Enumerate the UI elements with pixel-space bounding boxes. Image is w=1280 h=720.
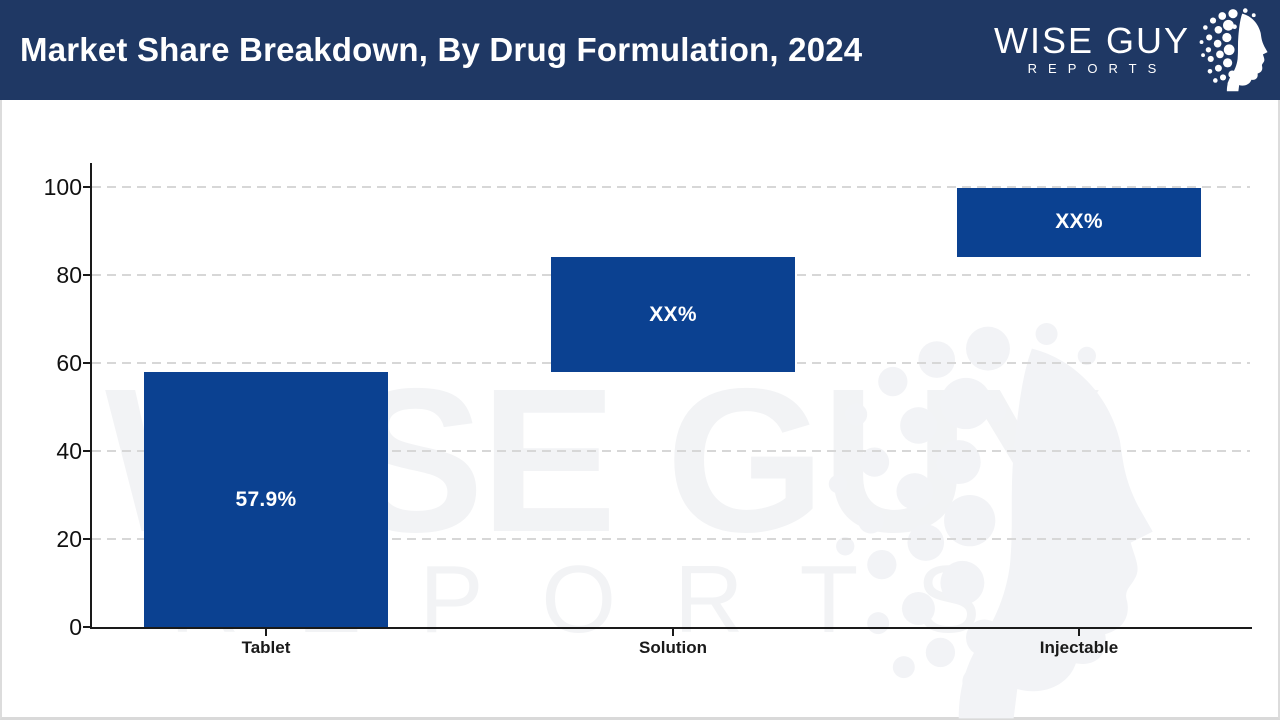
y-tick-mark xyxy=(83,538,91,540)
y-tick-label: 100 xyxy=(43,174,82,200)
x-category-label: Tablet xyxy=(241,638,291,657)
gridline-20 xyxy=(92,538,1250,540)
logo-text: WISE GUY REPORTS xyxy=(993,19,1190,77)
y-tick-mark xyxy=(83,626,91,628)
wise-guy-logo: WISE GUY REPORTS xyxy=(994,6,1272,92)
bar-solution: XX% xyxy=(551,256,795,373)
y-tick-label: 20 xyxy=(56,526,82,552)
y-axis-line xyxy=(90,163,92,629)
plot-area: WISE GUY REPORTS xyxy=(2,100,1278,719)
y-tick-mark xyxy=(83,450,91,452)
y-tick-label: 0 xyxy=(69,614,82,640)
x-category-label: Injectable xyxy=(1039,638,1119,657)
page-title: Market Share Breakdown, By Drug Formulat… xyxy=(20,31,863,68)
x-axis-line xyxy=(90,627,1252,629)
chart-region: WISE GUY REPORTS xyxy=(0,100,1280,720)
bar-value-label: XX% xyxy=(1055,210,1103,234)
logo-subtitle: REPORTS xyxy=(1027,61,1168,77)
gridline-100 xyxy=(92,186,1250,188)
y-tick-label: 40 xyxy=(56,438,82,464)
head-profile-icon xyxy=(1199,8,1268,92)
y-tick-mark xyxy=(83,274,91,276)
y-tick-label: 80 xyxy=(56,262,82,288)
logo-wordmark: WISE GUY xyxy=(993,19,1190,61)
x-tick-mark xyxy=(1078,629,1080,636)
watermark-head-profile-icon xyxy=(828,322,1153,719)
x-category-label: Solution xyxy=(639,638,707,657)
gridline-40 xyxy=(92,450,1250,452)
y-tick-label: 60 xyxy=(56,350,82,376)
bar-injectable: XX% xyxy=(957,187,1201,257)
y-tick-mark xyxy=(83,362,91,364)
header-bar: Market Share Breakdown, By Drug Formulat… xyxy=(0,0,1280,100)
bar-value-label: XX% xyxy=(649,302,697,326)
x-tick-mark xyxy=(672,629,674,636)
y-tick-mark xyxy=(83,186,91,188)
bar-value-label: 57.9% xyxy=(235,487,297,511)
x-tick-mark xyxy=(265,629,267,636)
bar-tablet: 57.9% xyxy=(144,372,388,627)
